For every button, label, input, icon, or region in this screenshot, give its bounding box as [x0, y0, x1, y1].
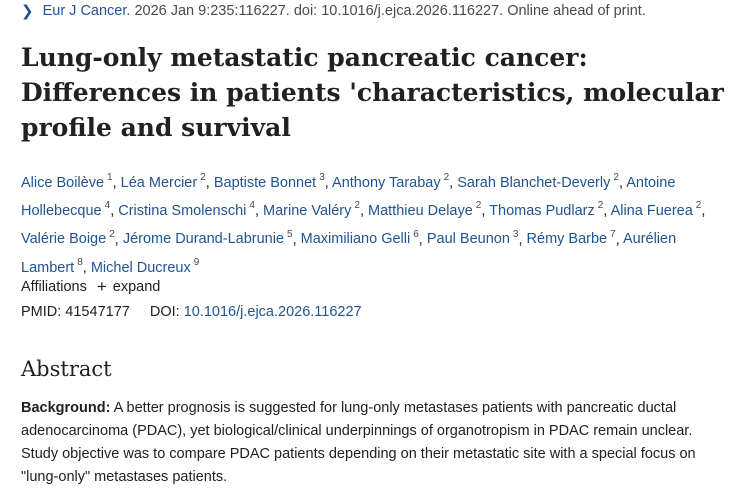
- author-separator: ,: [615, 231, 623, 248]
- author-link[interactable]: Paul Beunon 3: [426, 228, 519, 248]
- author-separator: ,: [359, 203, 369, 220]
- author-separator: ,: [114, 231, 123, 248]
- author-link[interactable]: Maximiliano Gelli 6: [300, 228, 419, 248]
- author-name: Alina Fuerea: [610, 203, 693, 220]
- author-link[interactable]: Antoine Hollebecque 4: [21, 175, 675, 219]
- author-name: Baptiste Bonnet: [213, 174, 317, 191]
- background-text: A better prognosis is suggested for lung…: [21, 400, 696, 485]
- author-separator: ,: [481, 203, 490, 220]
- identifiers-row: PMID: 41547177 DOI: 10.1016/j.ejca.2026.…: [21, 304, 362, 320]
- journal-link[interactable]: Eur J Cancer.: [42, 3, 131, 19]
- affiliations-row: Affiliations + expand: [21, 278, 160, 295]
- author-separator: ,: [701, 203, 706, 220]
- author-name: Maximiliano Gelli: [300, 231, 411, 248]
- author-affiliation-number: 2: [200, 172, 206, 183]
- author-name: Matthieu Delaye: [368, 203, 473, 220]
- author-affiliation-number: 3: [512, 228, 519, 240]
- author-separator: ,: [82, 259, 91, 276]
- author-affiliation-number: 2: [597, 200, 604, 212]
- author-name: Anthony Tarabay: [332, 174, 441, 191]
- author-affiliation-number: 1: [107, 172, 113, 183]
- author-affiliation-number: 3: [319, 172, 325, 183]
- author-link[interactable]: Sarah Blanchet-Deverly 2: [457, 172, 619, 191]
- doi-link[interactable]: 10.1016/j.ejca.2026.116227: [183, 304, 362, 320]
- author-name: Alice Boilève: [21, 174, 105, 191]
- author-name: Aurélien Lambert: [21, 231, 677, 276]
- author-link[interactable]: Anthony Tarabay 2: [332, 172, 450, 191]
- author-link[interactable]: Jérome Durand-Labrunie 5: [122, 228, 293, 248]
- expand-label: expand: [112, 278, 161, 295]
- author-affiliation-number: 4: [249, 200, 255, 212]
- author-link[interactable]: Michel Ducreux 9: [90, 256, 200, 276]
- author-name: Antoine Hollebecque: [21, 174, 676, 220]
- author-affiliation-number: 2: [475, 200, 482, 212]
- author-link[interactable]: Baptiste Bonnet 3: [213, 172, 325, 191]
- author-name: Sarah Blanchet-Deverly: [457, 174, 611, 191]
- author-separator: ,: [518, 231, 527, 248]
- author-name: Jérome Durand-Labrunie: [122, 231, 285, 248]
- author-separator: ,: [603, 203, 611, 220]
- author-name: Cristina Smolenschi: [118, 203, 247, 220]
- author-link[interactable]: Aurélien Lambert 8: [21, 231, 676, 275]
- author-link[interactable]: Alina Fuerea 2: [610, 200, 702, 220]
- abstract-background: Background: A better prognosis is sugges…: [21, 397, 721, 489]
- author-affiliation-number: 2: [354, 200, 360, 212]
- author-affiliation-number: 2: [109, 228, 115, 240]
- affiliations-label: Affiliations: [21, 278, 87, 295]
- author-link[interactable]: Léa Mercier 2: [120, 172, 206, 191]
- author-separator: ,: [618, 174, 627, 191]
- author-affiliation-number: 2: [613, 172, 619, 183]
- affiliations-expand-button[interactable]: + expand: [97, 278, 161, 295]
- author-name: Marine Valéry: [263, 203, 352, 220]
- author-name: Valérie Boige: [21, 231, 107, 248]
- author-separator: ,: [418, 231, 427, 248]
- author-affiliation-number: 9: [193, 256, 200, 268]
- citation-line: ❯ Eur J Cancer. 2026 Jan 9:235:116227. d…: [21, 3, 646, 19]
- author-affiliation-number: 7: [610, 228, 616, 240]
- author-link[interactable]: Matthieu Delaye 2: [368, 200, 482, 220]
- doi-label: DOI:: [149, 304, 180, 320]
- author-separator: ,: [449, 174, 458, 191]
- chevron-right-icon[interactable]: ❯: [21, 2, 34, 20]
- citation-details: 2026 Jan 9:235:116227. doi: 10.1016/j.ej…: [134, 3, 646, 19]
- background-label: Background:: [21, 400, 111, 416]
- author-separator: ,: [205, 174, 214, 191]
- author-name: Rémy Barbe: [526, 231, 608, 248]
- author-name: Michel Ducreux: [90, 259, 191, 276]
- pmid: PMID: 41547177: [21, 304, 130, 320]
- author-link[interactable]: Alice Boilève 1: [21, 172, 113, 191]
- author-link[interactable]: Valérie Boige 2: [21, 228, 115, 248]
- author-link[interactable]: Marine Valéry 2: [263, 200, 360, 220]
- author-affiliation-number: 5: [287, 228, 293, 240]
- author-name: Paul Beunon: [426, 231, 510, 248]
- authors-list: Alice Boilève 1, Léa Mercier 2, Baptiste B…: [21, 167, 733, 280]
- plus-icon: +: [96, 277, 107, 296]
- author-link[interactable]: Cristina Smolenschi 4: [118, 200, 255, 220]
- author-affiliation-number: 8: [77, 256, 83, 268]
- author-affiliation-number: 2: [695, 200, 702, 212]
- author-link[interactable]: Rémy Barbe 7: [526, 228, 616, 248]
- article-title: Lung-only metastatic pancreatic cancer: …: [21, 43, 724, 142]
- author-affiliation-number: 2: [443, 172, 450, 183]
- author-separator: ,: [110, 203, 119, 220]
- author-name: Léa Mercier: [120, 174, 198, 191]
- author-separator: ,: [254, 203, 264, 220]
- author-affiliation-number: 4: [104, 200, 111, 212]
- author-separator: ,: [292, 231, 301, 248]
- author-separator: ,: [112, 174, 121, 191]
- author-link[interactable]: Thomas Pudlarz 2: [489, 200, 604, 220]
- abstract-heading: Abstract: [21, 357, 112, 381]
- author-affiliation-number: 6: [413, 228, 419, 240]
- author-separator: ,: [324, 174, 333, 191]
- author-name: Thomas Pudlarz: [489, 203, 595, 220]
